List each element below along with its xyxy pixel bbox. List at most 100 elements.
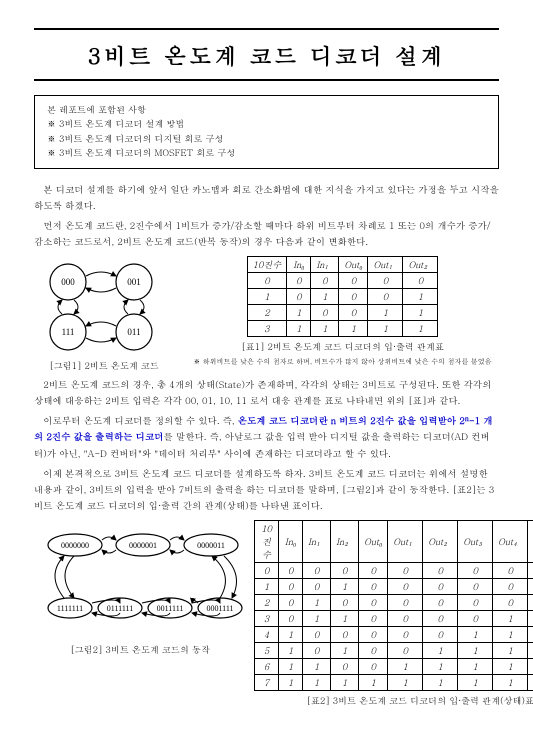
table-cell: 2 — [247, 304, 287, 320]
table-cell: 0 — [279, 594, 303, 610]
col-header: Out₂ — [423, 520, 458, 562]
table-caption: [표1] 2비트 온도계 코드 디코더의 입·출력 관계표 — [186, 340, 499, 353]
table-cell: 1 — [247, 288, 287, 304]
table-cell: 1 — [311, 320, 339, 336]
table-cell: 0 — [388, 642, 423, 658]
table-cell: 3 — [247, 320, 287, 336]
table-2-block: 10진수In₀In₁In₂Out₀Out₁Out₂Out₃Out₄Out₅Out… — [254, 520, 533, 707]
table-cell: 1 — [287, 320, 311, 336]
table-cell: 4 — [255, 626, 279, 642]
figure-2: 0000000000000100000111111111011111100111… — [34, 520, 246, 656]
info-item: ※ 3비트 온도계 디코더 설계 방법 — [47, 117, 486, 131]
table-cell: 0 — [359, 658, 388, 674]
table-cell: 5 — [255, 642, 279, 658]
table-cell: 1 — [493, 642, 528, 658]
node-label: 111 — [62, 327, 75, 337]
table-cell: 1 — [493, 626, 528, 642]
figure-caption: [그림2] 3비트 온도계 코드의 동작 — [34, 643, 246, 656]
table-cell: 1 — [423, 658, 458, 674]
table-cell: 0 — [287, 272, 311, 288]
table-1-block: 10진수In₀In₁Out₀Out₁Out₂000000101001210011… — [186, 256, 499, 366]
table-cell: 1 — [303, 674, 331, 690]
table-cell: 0 — [388, 562, 423, 578]
table-cell: 1 — [303, 610, 331, 626]
figure-caption: [그림1] 2비트 온도계 코드 — [34, 359, 174, 372]
state-diagram-3bit: 0000000000000100000111111111011111100111… — [34, 520, 246, 640]
node-label: 0011111 — [157, 604, 184, 613]
paragraph: 본 디코더 설계를 하기에 앞서 일단 카노맵과 회로 간소화법에 대한 지식을… — [34, 181, 499, 214]
table-cell: 0 — [303, 642, 331, 658]
figure-1: 000 001 011 111 [그림1] 2비트 온도계 코드 — [34, 256, 174, 372]
table-cell: 1 — [339, 320, 368, 336]
table-cell: 0 — [388, 626, 423, 642]
table-cell: 0 — [303, 626, 331, 642]
table-cell: 1 — [331, 578, 359, 594]
table-cell: 1 — [368, 320, 403, 336]
col-header: In₀ — [287, 256, 311, 272]
table-cell: 0 — [331, 594, 359, 610]
table-caption: [표2] 3비트 온도계 코드 디코더의 입·출력 관계(상태)표 — [254, 694, 533, 707]
table-cell: 0 — [423, 626, 458, 642]
table-cell: 0 — [359, 642, 388, 658]
table-cell: 0 — [311, 304, 339, 320]
col-header: 10진수 — [255, 520, 279, 562]
table-cell: 0 — [493, 594, 528, 610]
info-box: 본 레포트에 포함된 사항 ※ 3비트 온도계 디코더 설계 방법 ※ 3비트 … — [34, 95, 499, 169]
table-cell: 0 — [423, 562, 458, 578]
table-cell: 1 — [303, 658, 331, 674]
table-cell: 1 — [388, 658, 423, 674]
node-label: 0001111 — [206, 604, 233, 613]
table-cell: 0 — [403, 272, 438, 288]
table-cell: 0 — [339, 272, 368, 288]
table-cell: 1 — [403, 288, 438, 304]
node-label: 001 — [127, 277, 141, 287]
table-cell: 0 — [388, 610, 423, 626]
col-header: 10진수 — [247, 256, 287, 272]
col-header: Out₀ — [339, 256, 368, 272]
table-cell: 1 — [528, 658, 533, 674]
node-label: 0111111 — [107, 604, 134, 613]
table-cell: 0 — [279, 578, 303, 594]
table-cell: 0 — [388, 578, 423, 594]
table-cell: 3 — [255, 610, 279, 626]
table-cell: 1 — [255, 578, 279, 594]
table-2: 10진수In₀In₁In₂Out₀Out₁Out₂Out₃Out₄Out₅Out… — [254, 520, 533, 691]
table-cell: 1 — [458, 642, 493, 658]
col-header: Out₃ — [458, 520, 493, 562]
table-cell: 0 — [493, 578, 528, 594]
table-cell: 1 — [493, 658, 528, 674]
table-cell: 1 — [331, 610, 359, 626]
table-cell: 1 — [388, 674, 423, 690]
table-cell: 0 — [359, 610, 388, 626]
paragraph: 2비트 온도계 코드의 경우, 총 4개의 상태(State)가 존재하며, 각… — [34, 376, 499, 409]
table-note: ※ 하위비트를 낮은 수의 첨자로 하며, 비트수가 많지 않아 상위비트에 낮… — [186, 356, 499, 366]
table-cell: 1 — [493, 610, 528, 626]
table-cell: 6 — [255, 658, 279, 674]
table-cell: 0 — [528, 578, 533, 594]
table-cell: 0 — [311, 272, 339, 288]
table-cell: 1 — [528, 594, 533, 610]
table-cell: 1 — [528, 642, 533, 658]
table-cell: 0 — [303, 578, 331, 594]
col-header: Out₁ — [388, 520, 423, 562]
table-cell: 1 — [311, 288, 339, 304]
table-cell: 1 — [279, 658, 303, 674]
table-cell: 0 — [303, 562, 331, 578]
table-cell: 0 — [279, 610, 303, 626]
table-cell: 1 — [331, 674, 359, 690]
table-cell: 0 — [359, 562, 388, 578]
table-cell: 1 — [458, 674, 493, 690]
table-cell: 0 — [331, 626, 359, 642]
col-header: Out₀ — [359, 520, 388, 562]
table-cell: 1 — [528, 626, 533, 642]
table-cell: 0 — [423, 610, 458, 626]
col-header: Out₄ — [493, 520, 528, 562]
table-cell: 0 — [423, 578, 458, 594]
table-cell: 1 — [287, 304, 311, 320]
text: 이로부터 온도계 디코더를 정의할 수 있다. 즉, — [43, 413, 237, 427]
table-cell: 0 — [528, 562, 533, 578]
state-diagram-2bit: 000 001 011 111 — [34, 256, 174, 356]
table-cell: 1 — [279, 642, 303, 658]
col-header: In₁ — [303, 520, 331, 562]
node-label: 011 — [127, 327, 140, 337]
